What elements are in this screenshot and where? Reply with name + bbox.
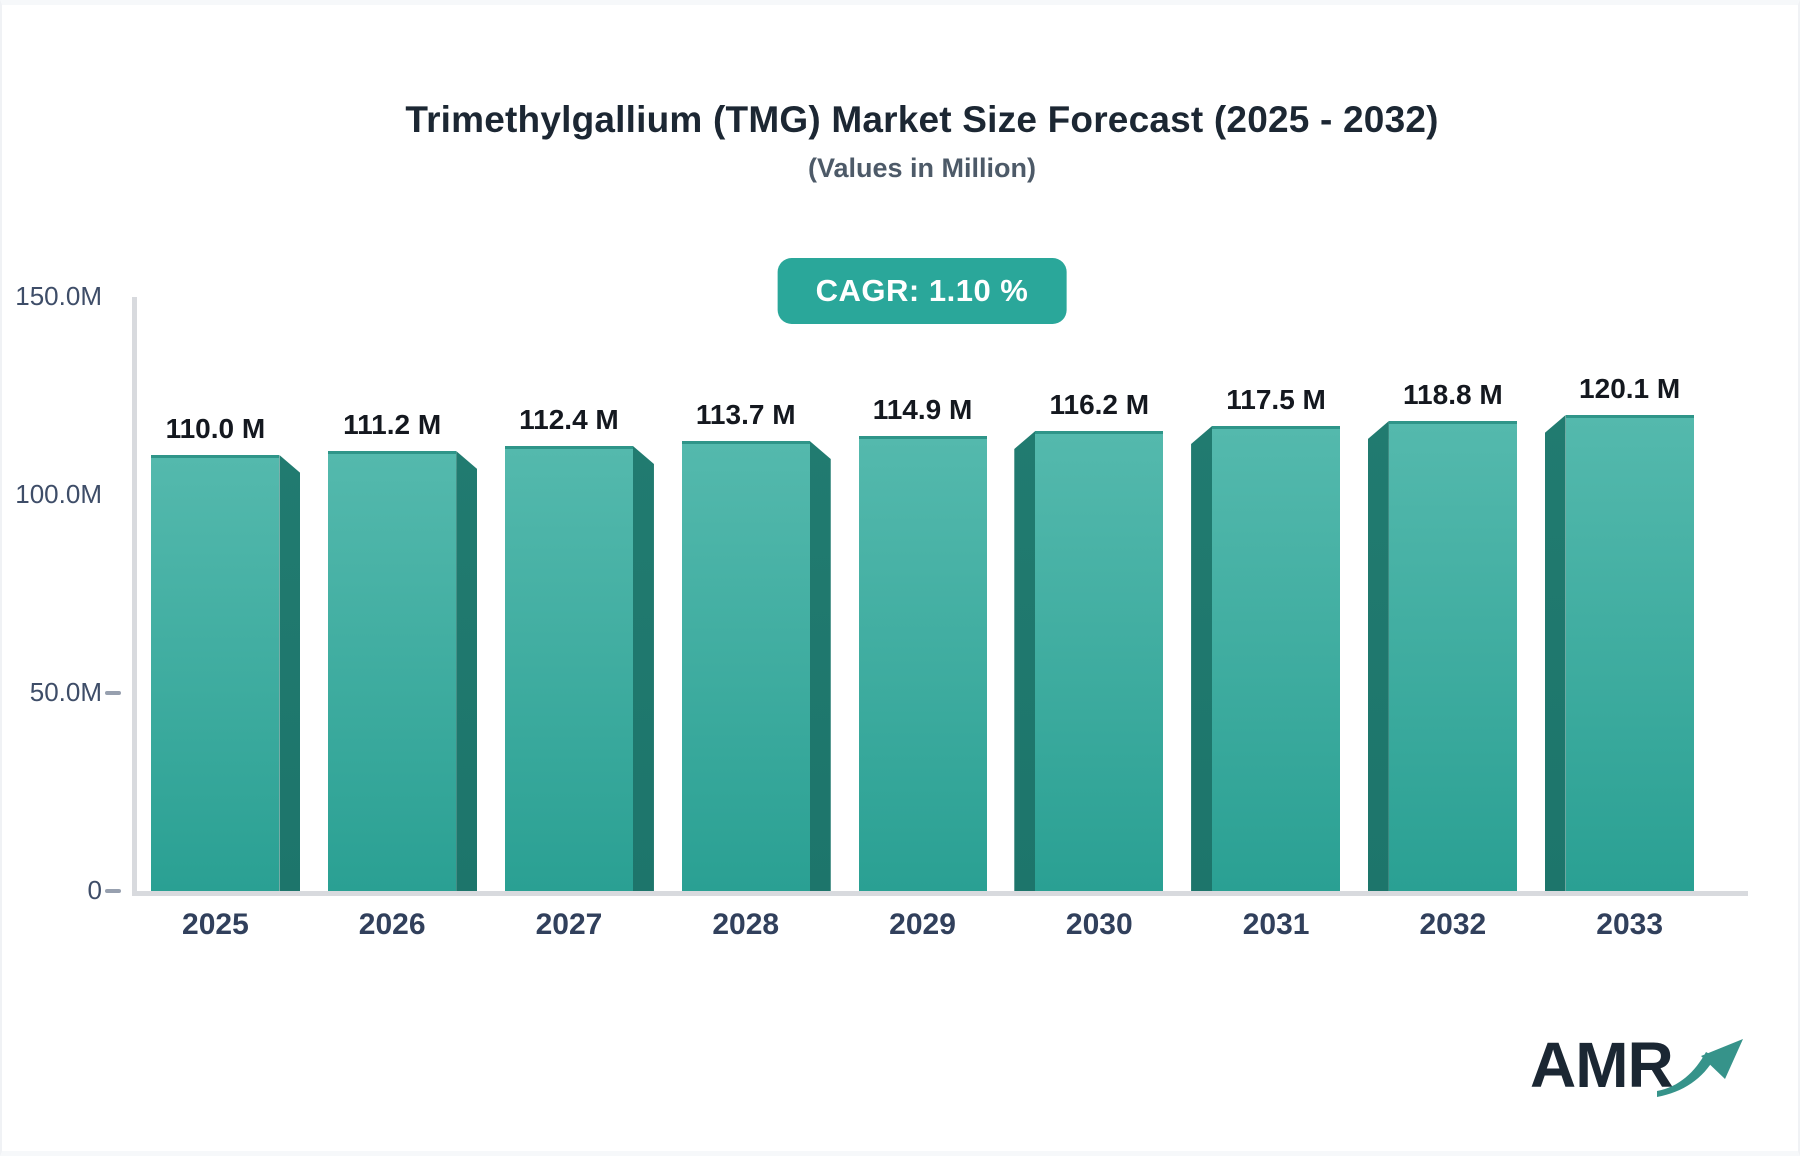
bar-group-2032: 118.8 M 2032 [1364,297,1541,941]
bar-3d-side-2032 [1367,421,1389,891]
x-tick-label-2032: 2032 [1419,908,1487,941]
bar-2029 [858,436,987,891]
bar-value-label-2027: 112.4 M [519,404,619,435]
bar-group-2025: 110.0 M 2025 [127,297,304,941]
bar-group-2031: 117.5 M 2031 [1188,297,1365,941]
bar-3d-side-2026 [456,451,478,891]
bar-3d-side-2025 [279,455,301,891]
y-tick-label-100.0M: 100.0M [15,479,102,509]
y-tick-dash-50.0M [105,691,121,695]
y-tick-label-50.0M: 50.0M [29,677,102,707]
amr-logo-text: AMR [1530,1029,1674,1101]
x-axis-baseline [132,891,1748,896]
bar-2025 [151,455,280,891]
x-tick-label-2026: 2026 [358,908,426,941]
bar-group-2029: 114.9 M 2029 [834,297,1011,941]
bar-3d-side-2030 [1014,431,1036,891]
bar-value-label-2031: 117.5 M [1226,384,1326,415]
bar-group-2026: 111.2 M 2026 [304,297,481,941]
x-tick-label-2029: 2029 [889,908,956,941]
bar-value-label-2032: 118.8 M [1403,379,1503,410]
bar-2030 [1035,431,1164,891]
y-tick-dash-0 [105,889,121,893]
bar-group-2028: 113.7 M 2028 [657,297,834,941]
bar-value-label-2029: 114.9 M [872,394,973,425]
x-tick-label-2025: 2025 [182,908,249,941]
chart-subtitle: (Values in Million) [807,153,1037,183]
x-tick-label-2033: 2033 [1596,908,1664,941]
bar-2033 [1565,415,1694,891]
bar-plot-area: 110.0 M 2025 111.2 M 2026 112.4 M 2027 113.7 M… [127,297,1718,941]
bar-group-2033: 120.1 M 2033 [1541,297,1718,941]
bar-2031 [1212,426,1341,891]
y-tick-label-0: 0 [87,875,102,905]
bar-value-label-2033: 120.1 M [1579,373,1681,404]
bar-value-label-2026: 111.2 M [343,409,442,440]
bar-3d-side-2028 [809,441,831,891]
bar-group-2030: 116.2 M 2030 [1011,297,1188,941]
y-tick-label-150.0M: 150.0M [15,281,102,311]
bar-3d-side-2027 [632,446,654,891]
x-tick-label-2027: 2027 [535,908,603,941]
cagr-badge: CAGR: 1.10 % [777,258,1067,324]
bar-3d-side-2031 [1191,426,1213,891]
bar-value-label-2025: 110.0 M [165,413,266,444]
bar-2027 [504,446,633,891]
bar-value-label-2028: 113.7 M [695,399,796,430]
bar-2032 [1388,421,1517,891]
amr-logo: AMR [1530,1033,1749,1101]
bar-group-2027: 112.4 M 2027 [481,297,658,941]
x-tick-label-2030: 2030 [1065,908,1133,941]
y-axis-line [132,297,137,891]
x-tick-label-2028: 2028 [712,908,780,941]
bar-2028 [681,441,810,891]
chart-title: Trimethylgallium (TMG) Market Size Forec… [405,99,1439,140]
growth-arrow-icon [1656,1039,1743,1097]
bar-value-label-2030: 116.2 M [1049,389,1150,420]
bar-3d-side-2033 [1544,415,1566,891]
bar-2026 [328,451,457,891]
x-tick-label-2031: 2031 [1242,908,1310,941]
